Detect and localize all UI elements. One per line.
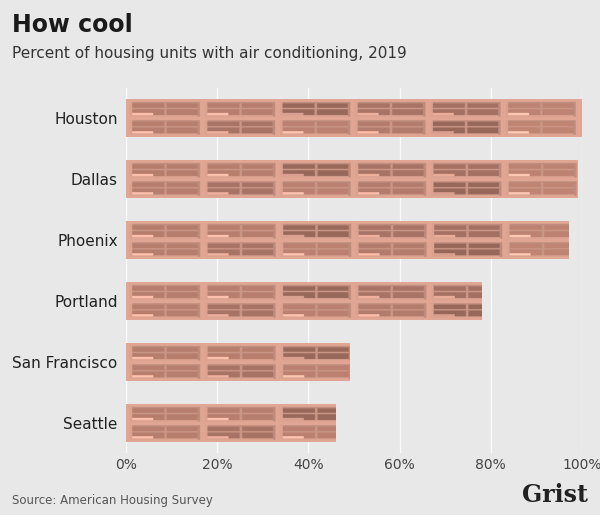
Text: Grist: Grist	[522, 483, 588, 507]
Text: How cool: How cool	[12, 13, 133, 37]
Text: Percent of housing units with air conditioning, 2019: Percent of housing units with air condit…	[12, 46, 407, 61]
Text: Source: American Housing Survey: Source: American Housing Survey	[12, 494, 213, 507]
